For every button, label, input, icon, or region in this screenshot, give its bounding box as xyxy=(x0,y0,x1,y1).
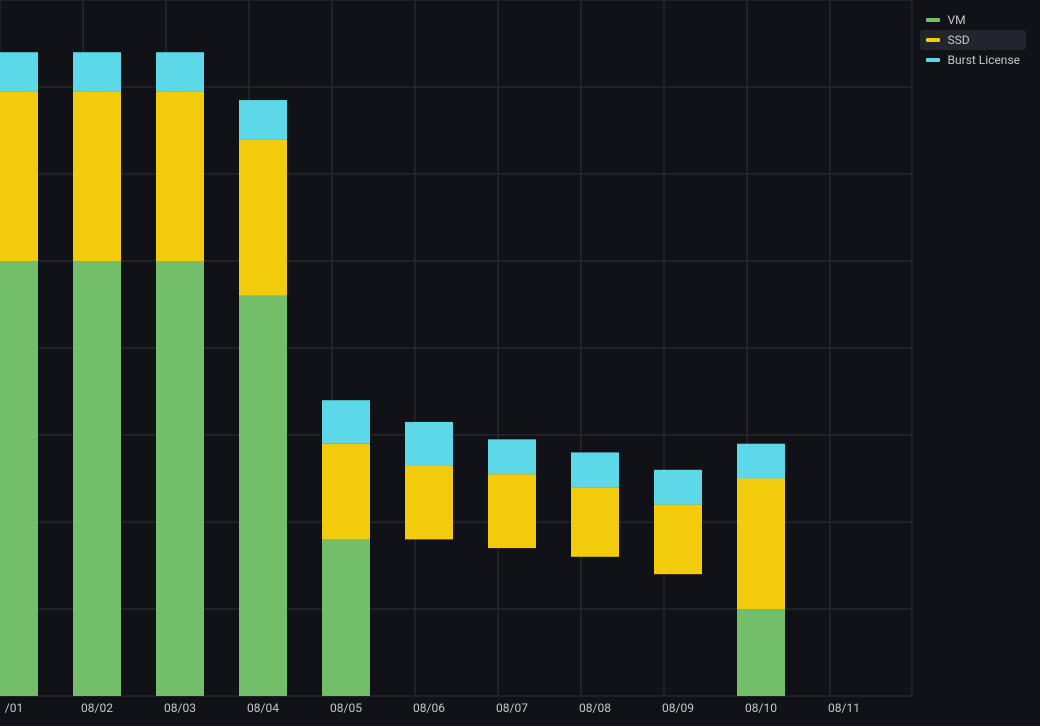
bar-segment[interactable] xyxy=(322,539,370,696)
x-axis-label: 08/10 xyxy=(745,701,777,715)
x-axis-label: 08/08 xyxy=(579,701,611,715)
legend-label: Burst License xyxy=(948,53,1020,67)
x-axis-label: 08/02 xyxy=(81,701,113,715)
bar-segment[interactable] xyxy=(654,470,702,505)
legend-swatch xyxy=(926,58,940,62)
bar-segment[interactable] xyxy=(737,444,785,479)
bar-segment[interactable] xyxy=(239,100,287,139)
bar-segment[interactable] xyxy=(239,139,287,296)
legend-item[interactable]: VM xyxy=(920,10,1026,30)
bar-segment[interactable] xyxy=(0,91,38,261)
bar-segment[interactable] xyxy=(322,444,370,540)
bar-segment[interactable] xyxy=(488,474,536,548)
x-axis-label: 08/03 xyxy=(164,701,196,715)
legend-swatch xyxy=(926,38,940,42)
bar-segment[interactable] xyxy=(654,505,702,575)
x-axis-label: 08/06 xyxy=(413,701,445,715)
bar-segment[interactable] xyxy=(239,296,287,696)
bar-segment[interactable] xyxy=(156,261,204,696)
bar-segment[interactable] xyxy=(0,52,38,91)
legend-swatch xyxy=(926,18,940,22)
legend-label: SSD xyxy=(948,33,970,47)
bar-segment[interactable] xyxy=(571,452,619,487)
bar-segment[interactable] xyxy=(737,479,785,610)
bar-segment[interactable] xyxy=(73,52,121,91)
legend-item[interactable]: Burst License xyxy=(920,50,1026,70)
x-axis-label: 08/04 xyxy=(247,701,279,715)
legend-item[interactable]: SSD xyxy=(920,30,1026,50)
bar-segment[interactable] xyxy=(73,91,121,261)
x-axis-label: 08/05 xyxy=(330,701,362,715)
x-axis-label: 08/09 xyxy=(662,701,694,715)
stacked-bar-chart: /01 08/02 08/03 08/04 08/05 08/06 08/07 08/08 08… xyxy=(0,0,1040,726)
bar-segment[interactable] xyxy=(405,465,453,539)
bar-segment[interactable] xyxy=(571,487,619,557)
bar-segment[interactable] xyxy=(0,261,38,696)
x-axis-label: 08/11 xyxy=(828,701,860,715)
bar-segment[interactable] xyxy=(488,439,536,474)
bar-segment[interactable] xyxy=(322,400,370,444)
bar-segment[interactable] xyxy=(737,609,785,696)
bar-segment[interactable] xyxy=(156,52,204,91)
bar-segment[interactable] xyxy=(73,261,121,696)
chart-legend: VM SSD Burst License xyxy=(920,10,1026,70)
legend-label: VM xyxy=(948,13,966,27)
x-axis-label: 08/07 xyxy=(496,701,528,715)
x-axis-label: /01 xyxy=(5,701,23,715)
bar-segment[interactable] xyxy=(156,91,204,261)
chart-plot: /01 08/02 08/03 08/04 08/05 08/06 08/07 08/08 08… xyxy=(0,0,1040,726)
bar-segment[interactable] xyxy=(405,422,453,466)
